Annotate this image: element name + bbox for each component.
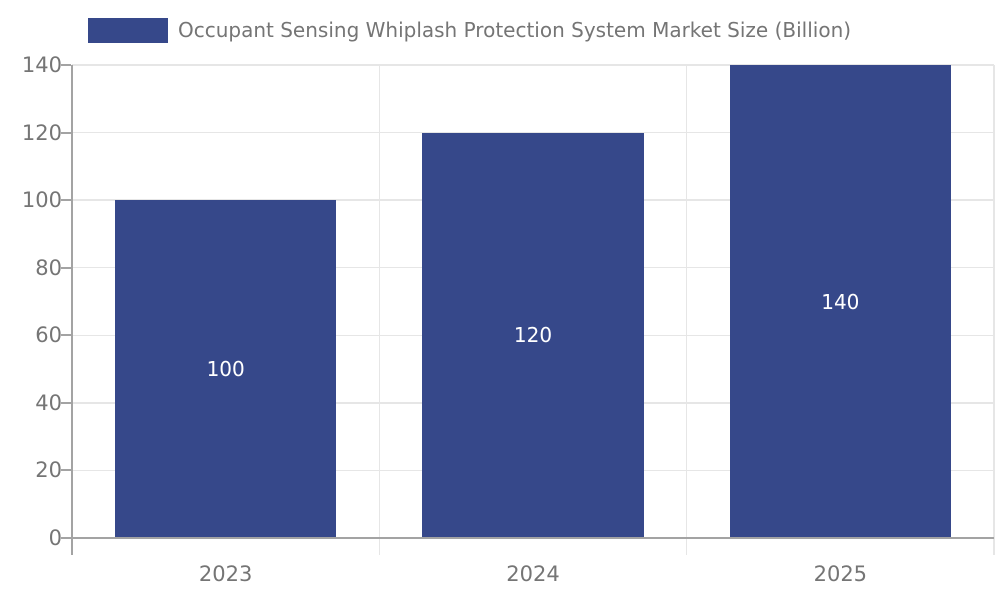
bar-value-label-2025: 140 (821, 289, 860, 314)
bar-2023[interactable] (115, 200, 337, 538)
legend-label: Occupant Sensing Whiplash Protection Sys… (178, 18, 852, 42)
gridline-x-2 (685, 65, 688, 555)
bar-2025[interactable] (729, 65, 951, 538)
y-tick-mark-0 (61, 537, 71, 539)
y-tick-label-140: 140 (21, 53, 62, 77)
y-tick-mark-100 (61, 199, 71, 202)
y-tick-mark-120 (61, 131, 71, 134)
y-axis-line (71, 65, 73, 555)
y-tick-mark-80 (61, 266, 71, 269)
y-tick-mark-40 (61, 401, 71, 404)
bar-value-label-2024: 120 (513, 323, 553, 348)
x-tick-label-2023: 2023 (198, 562, 253, 586)
y-tick-label-60: 60 (35, 323, 62, 348)
y-tick-label-20: 20 (35, 458, 62, 483)
y-tick-label-100: 100 (21, 188, 62, 213)
x-tick-label-2024: 2024 (506, 562, 560, 586)
legend-swatch[interactable] (88, 18, 168, 43)
x-axis-line (71, 537, 994, 539)
y-tick-mark-140 (61, 64, 71, 66)
y-tick-mark-60 (61, 334, 71, 337)
gridline-x-1 (378, 65, 381, 555)
y-tick-mark-20 (61, 469, 71, 472)
bar-2024[interactable] (422, 132, 644, 538)
y-tick-label-80: 80 (35, 255, 62, 280)
bar-value-label-2023: 100 (206, 357, 245, 382)
y-tick-label-40: 40 (35, 390, 62, 415)
gridline-x-3 (993, 65, 995, 555)
gridline-y-140 (72, 64, 994, 66)
y-tick-label-0: 0 (48, 526, 62, 550)
x-tick-label-2025: 2025 (813, 562, 868, 586)
y-tick-label-120: 120 (21, 120, 62, 145)
